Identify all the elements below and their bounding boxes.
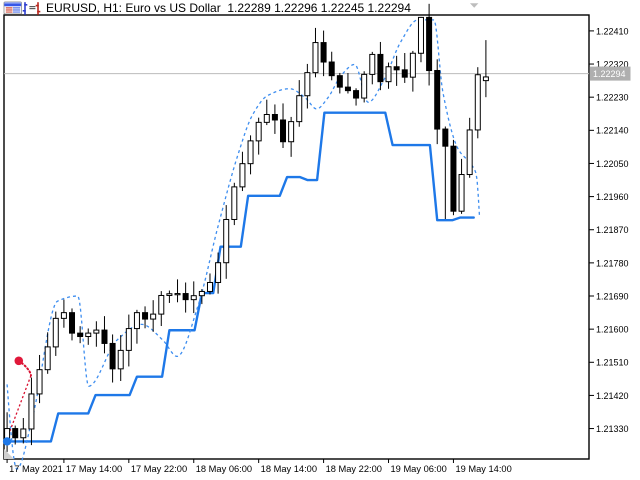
svg-text:19 May 06:00: 19 May 06:00 [391, 464, 447, 474]
svg-text:18 May 22:00: 18 May 22:00 [326, 464, 382, 474]
svg-text:1.22140: 1.22140 [596, 126, 629, 136]
svg-text:1.21690: 1.21690 [596, 291, 629, 301]
svg-text:1.21960: 1.21960 [596, 192, 629, 202]
svg-text:18 May 06:00: 18 May 06:00 [196, 464, 252, 474]
svg-text:19 May 14:00: 19 May 14:00 [455, 464, 511, 474]
svg-text:1.21600: 1.21600 [596, 325, 629, 335]
svg-text:1.22230: 1.22230 [596, 93, 629, 103]
svg-text:18 May 14:00: 18 May 14:00 [261, 464, 317, 474]
svg-text:1.22410: 1.22410 [596, 26, 629, 36]
svg-text:17 May 2021: 17 May 2021 [9, 464, 63, 474]
svg-text:1.21870: 1.21870 [596, 225, 629, 235]
svg-text:1.21420: 1.21420 [596, 391, 629, 401]
svg-text:17 May 14:00: 17 May 14:00 [66, 464, 122, 474]
svg-text:1.21510: 1.21510 [596, 358, 629, 368]
svg-text:1.21330: 1.21330 [596, 424, 629, 434]
svg-text:1.21780: 1.21780 [596, 258, 629, 268]
svg-text:1.22294: 1.22294 [593, 69, 626, 79]
svg-text:17 May 22:00: 17 May 22:00 [131, 464, 187, 474]
svg-text:1.22050: 1.22050 [596, 159, 629, 169]
